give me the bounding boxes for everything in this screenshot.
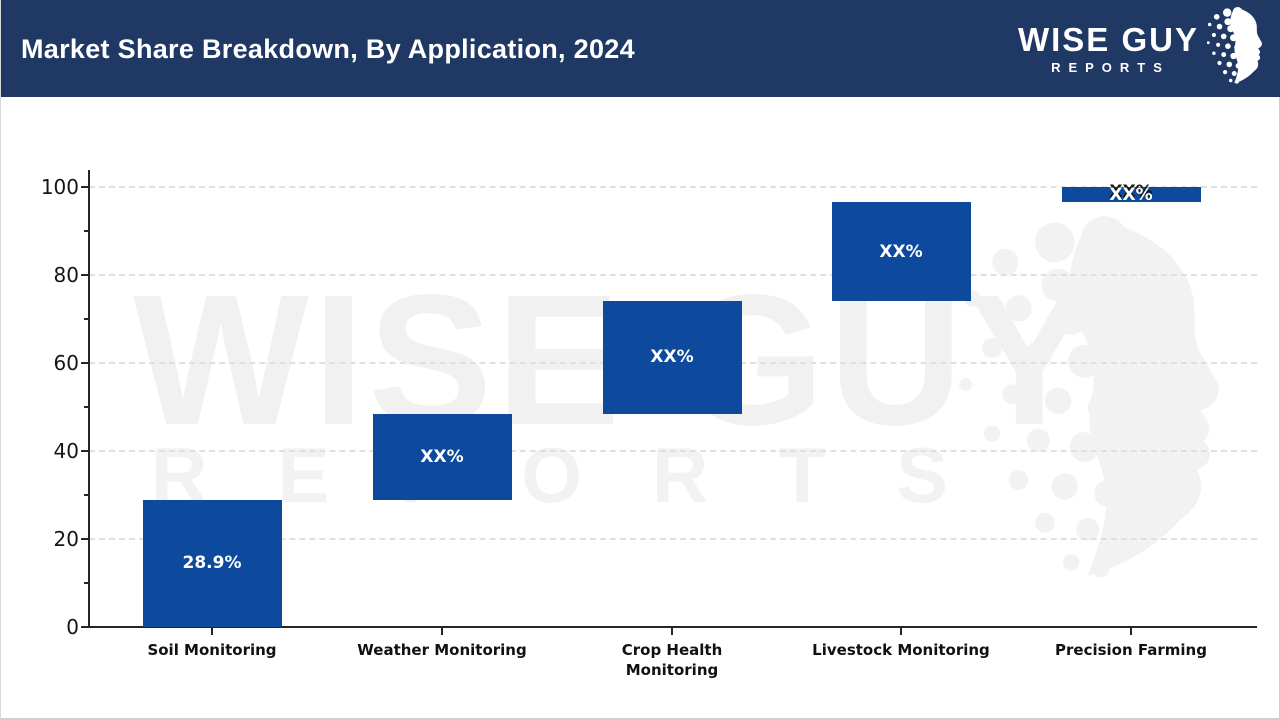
y-minor-tick [84,230,88,232]
y-tick-label: 20 [53,527,79,551]
y-tick-label: 0 [66,615,79,639]
bar-segment: XX% [831,202,971,302]
y-minor-tick [84,494,88,496]
y-tick-label: 40 [53,439,79,463]
bar-segment: XX% [602,301,742,414]
logo-reports-label: REPORTS [1051,60,1170,75]
x-tick-label: Soil Monitoring [147,641,277,659]
wiseguy-logo: WISE GUY REPORTS [1018,6,1269,92]
y-tick [81,362,88,364]
x-tick [441,628,443,635]
chart-title: Market Share Breakdown, By Application, … [21,34,635,64]
bar-segment: 28.9% [142,499,282,627]
x-tick [671,628,673,635]
x-tick-label: Precision Farming [1055,641,1207,659]
y-tick [81,450,88,452]
wiseguy-face-icon [1206,7,1262,84]
y-tick [81,626,88,628]
x-axis [88,626,1257,628]
bar-label: XX% [420,446,464,467]
bar-label: XX% [1109,184,1153,205]
x-tick [1130,628,1132,635]
y-axis [88,170,90,628]
y-minor-tick [84,582,88,584]
y-tick [81,274,88,276]
y-tick-label: 80 [53,263,79,287]
bar-label: XX% [650,347,694,368]
y-tick-label: 100 [40,175,79,199]
bar-label: 28.9% [182,553,242,574]
y-tick [81,186,88,188]
watermark-text-reports: REPORTS [151,431,1019,519]
gridline [89,538,1257,540]
y-tick [81,538,88,540]
gridline [89,274,1257,276]
x-tick [211,628,213,635]
header-banner: Market Share Breakdown, By Application, … [1,0,1280,97]
y-minor-tick [84,406,88,408]
y-minor-tick [84,318,88,320]
logo-wiseguy-label: WISE GUY [1017,21,1199,58]
gridline [89,186,1257,188]
x-tick-label: Weather Monitoring [357,641,527,659]
wiseguy-logo-text: WISE GUY REPORTS [1017,21,1199,76]
bar-segment: XX% [1061,185,1201,205]
bar-label: XX% [879,241,923,262]
x-tick-label: Crop Health Monitoring [621,641,723,679]
gridline [89,450,1257,452]
bar-segment: XX% [372,413,512,500]
y-tick-label: 60 [53,351,79,375]
x-tick-label: Livestock Monitoring [812,641,990,659]
x-tick [900,628,902,635]
